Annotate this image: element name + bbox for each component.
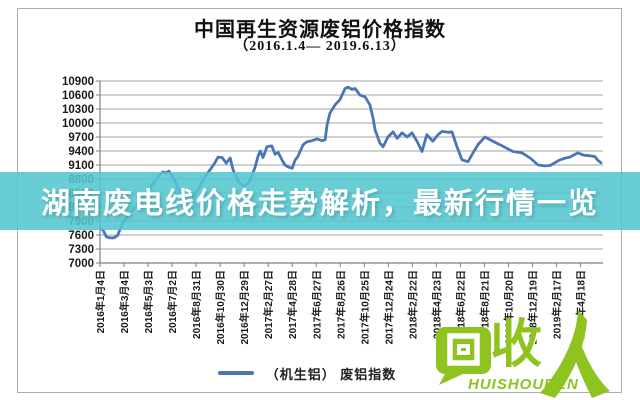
y-tick-label: 9400 <box>68 146 94 158</box>
chart-title: 中国再生资源废铝价格指数 <box>194 19 446 41</box>
person-brushstroke-icon <box>540 310 610 398</box>
x-tick-label: 2017年12月24日 <box>382 270 395 345</box>
chart-subtitle: （2016.1.4— 2019.6.13） <box>234 39 406 54</box>
x-tick-label: 2018年4月23日 <box>430 270 443 339</box>
y-tick-label: 10000 <box>62 118 94 130</box>
x-tick-label: 2018年8月21日 <box>478 270 491 339</box>
logo-shou-character: 收 <box>490 316 543 374</box>
x-tick-label: 2016年10月30日 <box>214 270 227 345</box>
x-tick-label: 2018年10月20日 <box>502 270 515 345</box>
x-tick-label: 2016年8月31日 <box>190 270 203 339</box>
x-tick-label: 2018年6月22日 <box>454 270 467 339</box>
chart-legend: （机生铝） 废铝指数 <box>17 363 597 383</box>
x-tick-label: 2018年12月19日 <box>527 270 540 345</box>
y-tick-label: 9700 <box>68 132 94 144</box>
y-tick-label: 9100 <box>68 160 94 172</box>
legend-line-sample-icon <box>217 371 254 375</box>
logo-caption: HUISHOUREN <box>468 376 579 393</box>
x-tick-label: 2016年1月4日 <box>94 270 107 333</box>
x-tick-label: 2016年3月4日 <box>118 270 131 333</box>
headline-text: 湖南废电线价格走势解析，最新行情一览 <box>40 188 599 220</box>
legend-series-label: （机生铝） 废铝指数 <box>265 366 397 382</box>
huishouren-logo: 收 HUISHOUREN <box>430 305 630 400</box>
x-tick-label: 2017年6月27日 <box>310 270 323 339</box>
x-tick-label: 2019年2月17日 <box>551 270 564 339</box>
headline-banner: 湖南废电线价格走势解析，最新行情一览 <box>0 172 640 230</box>
x-tick-label: 2016年12月29日 <box>238 270 251 345</box>
x-tick-label: 2017年8月26日 <box>334 270 347 339</box>
y-tick-label: 10900 <box>62 76 94 88</box>
y-tick-label: 7600 <box>68 230 94 242</box>
x-tick-label: 2016年5月3日 <box>142 270 155 333</box>
x-tick-label: 2016年7月2日 <box>166 270 179 333</box>
y-tick-label: 7000 <box>68 258 94 270</box>
x-tick-label: 2017年10月25日 <box>358 270 371 345</box>
y-tick-label: 10300 <box>62 104 94 116</box>
x-tick-label: 2018年2月22日 <box>406 270 419 339</box>
y-tick-label: 10600 <box>62 90 94 102</box>
recycle-speech-bubble-icon <box>436 327 491 385</box>
x-tick-label: 2017年4月28日 <box>286 270 299 339</box>
x-tick-label: 2017年2月27日 <box>262 270 275 339</box>
y-tick-label: 7300 <box>68 244 94 256</box>
